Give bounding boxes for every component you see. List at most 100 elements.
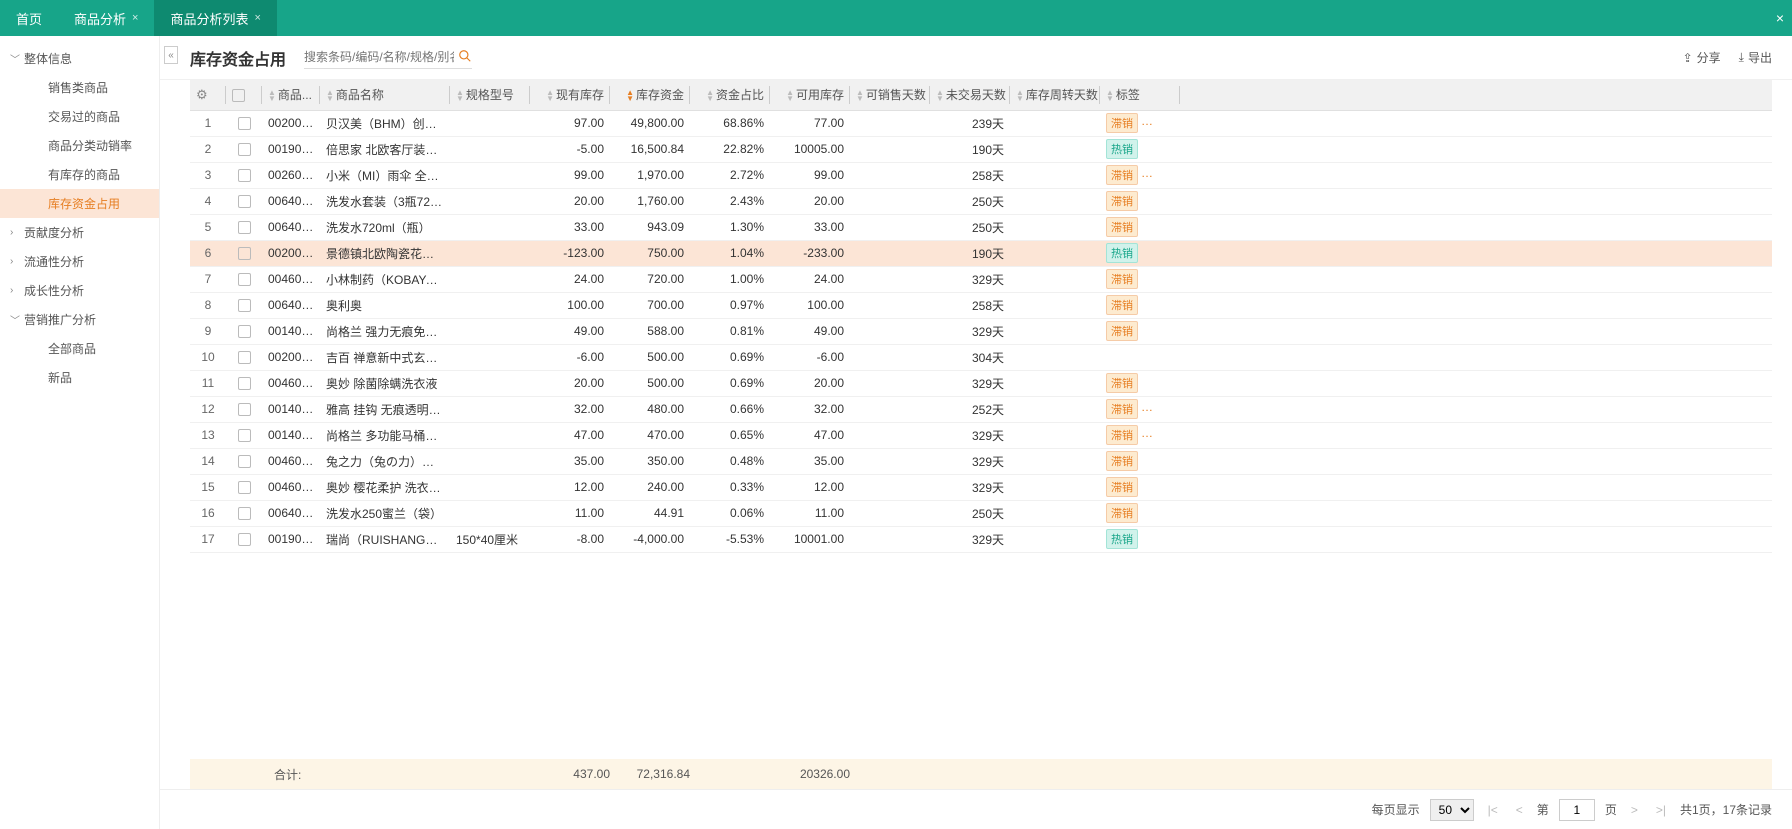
col-header[interactable]: ▲▼可用库存 bbox=[770, 80, 850, 110]
table-row[interactable]: 2001900...倍思家 北欧客厅装饰画卧室-5.0016,500.8422.… bbox=[190, 136, 1772, 162]
table-row[interactable]: 1002000...贝汉美（BHM）创意北欧...97.0049,800.006… bbox=[190, 110, 1772, 136]
table-row[interactable]: 7004600...小林制药（KOBAYASHI）日24.00720.001.0… bbox=[190, 266, 1772, 292]
sort-icon[interactable]: ▲▼ bbox=[1016, 90, 1024, 102]
row-checkbox[interactable] bbox=[238, 299, 251, 312]
prev-page-button[interactable]: < bbox=[1512, 803, 1527, 817]
cell bbox=[226, 526, 262, 552]
tree-item[interactable]: 库存资金占用 bbox=[0, 189, 159, 218]
per-page-select[interactable]: 50 bbox=[1430, 799, 1474, 821]
table-row[interactable]: 14004600...兔之力（兔の力）粘毛器粘35.00350.000.48%3… bbox=[190, 448, 1772, 474]
row-checkbox[interactable] bbox=[238, 195, 251, 208]
col-header[interactable]: ▲▼资金占比 bbox=[690, 80, 770, 110]
sort-icon[interactable]: ▲▼ bbox=[856, 90, 864, 102]
share-button[interactable]: ⇪ 分享 bbox=[1683, 49, 1721, 66]
export-button[interactable]: ⤓ 导出 bbox=[1739, 49, 1772, 66]
collapse-sidebar-button[interactable]: « bbox=[164, 46, 178, 64]
row-checkbox[interactable] bbox=[238, 221, 251, 234]
col-header[interactable]: ▲▼规格型号 bbox=[450, 80, 530, 110]
row-checkbox[interactable] bbox=[238, 403, 251, 416]
table-row[interactable]: 12001400...雅高 挂钩 无痕透明粘钩 强32.00480.000.66… bbox=[190, 396, 1772, 422]
search-icon[interactable] bbox=[458, 49, 472, 66]
table-row[interactable]: 3002600...小米（MI）雨伞 全自动折叠99.001,970.002.7… bbox=[190, 162, 1772, 188]
tab-首页[interactable]: 首页 bbox=[0, 0, 58, 36]
last-page-button[interactable]: >| bbox=[1652, 803, 1670, 817]
table-row[interactable]: 6002000...景德镇北欧陶瓷花瓶摆件 仿-123.00750.001.04… bbox=[190, 240, 1772, 266]
cell: 兔之力（兔の力）粘毛器粘 bbox=[320, 448, 450, 474]
sort-icon[interactable]: ▲▼ bbox=[936, 90, 944, 102]
cell: 68.86% bbox=[690, 110, 770, 136]
sort-icon[interactable]: ▲▼ bbox=[706, 90, 714, 102]
cell: 77.00 bbox=[770, 110, 850, 136]
page-input[interactable] bbox=[1559, 799, 1595, 821]
tags-cell: 滞销 bbox=[1100, 474, 1180, 500]
table-row[interactable]: 4006400...洗发水套装（3瓶720ml+1...20.001,760.0… bbox=[190, 188, 1772, 214]
table-row[interactable]: 13001400...尚格兰 多功能马桶刷套装 男47.00470.000.65… bbox=[190, 422, 1772, 448]
tree-item[interactable]: 交易过的商品 bbox=[0, 102, 159, 131]
sort-icon[interactable]: ▲▼ bbox=[1106, 90, 1114, 102]
tree-item[interactable]: 有库存的商品 bbox=[0, 160, 159, 189]
close-all-tabs-button[interactable]: × bbox=[1776, 10, 1784, 26]
table-row[interactable]: 5006400...洗发水720ml（瓶）33.00943.091.30%33.… bbox=[190, 214, 1772, 240]
gear-icon[interactable]: ⚙ bbox=[196, 87, 208, 102]
col-header[interactable]: ▲▼商品名称 bbox=[320, 80, 450, 110]
sort-icon[interactable]: ▲▼ bbox=[326, 90, 334, 102]
row-checkbox[interactable] bbox=[238, 273, 251, 286]
tree-item[interactable]: 销售类商品 bbox=[0, 73, 159, 102]
sort-icon[interactable]: ▲▼ bbox=[268, 90, 276, 102]
col-header[interactable]: ▲▼可销售天数 bbox=[850, 80, 930, 110]
first-page-button[interactable]: |< bbox=[1484, 803, 1502, 817]
row-checkbox[interactable] bbox=[238, 117, 251, 130]
row-checkbox[interactable] bbox=[238, 507, 251, 520]
row-checkbox[interactable] bbox=[238, 429, 251, 442]
tree-group-group3[interactable]: ›流通性分析 bbox=[0, 247, 159, 276]
row-checkbox[interactable] bbox=[238, 533, 251, 546]
search-input[interactable] bbox=[304, 50, 454, 64]
col-header[interactable]: ▲▼商品... bbox=[262, 80, 320, 110]
tab-商品分析[interactable]: 商品分析× bbox=[58, 0, 154, 36]
row-checkbox[interactable] bbox=[238, 143, 251, 156]
tree-item[interactable]: 全部商品 bbox=[0, 334, 159, 363]
table-row[interactable]: 15004600...奥妙 樱花柔护 洗衣凝珠 1012.00240.000.3… bbox=[190, 474, 1772, 500]
row-checkbox[interactable] bbox=[238, 481, 251, 494]
table-row[interactable]: 17001900...瑞尚（RUISHANG）卧室...150*40厘米-8.0… bbox=[190, 526, 1772, 552]
col-header[interactable] bbox=[226, 80, 262, 110]
col-header[interactable]: ⚙ bbox=[190, 80, 226, 110]
tree-group-group5[interactable]: ﹀营销推广分析 bbox=[0, 305, 159, 334]
sort-icon[interactable]: ▲▼ bbox=[786, 90, 794, 102]
select-all-checkbox[interactable] bbox=[232, 89, 245, 102]
export-icon: ⤓ bbox=[1739, 50, 1744, 65]
table-row[interactable]: 16006400...洗发水250蜜兰（袋）11.0044.910.06%11.… bbox=[190, 500, 1772, 526]
sort-icon[interactable]: ▲▼ bbox=[456, 90, 464, 102]
col-header[interactable]: ▲▼标签 bbox=[1100, 80, 1180, 110]
col-label: 商品名称 bbox=[336, 88, 384, 102]
row-checkbox[interactable] bbox=[238, 325, 251, 338]
row-checkbox[interactable] bbox=[238, 455, 251, 468]
close-tab-icon[interactable]: × bbox=[132, 12, 138, 24]
next-page-button[interactable]: > bbox=[1627, 803, 1642, 817]
row-checkbox[interactable] bbox=[238, 247, 251, 260]
tree-item[interactable]: 新品 bbox=[0, 363, 159, 392]
row-checkbox[interactable] bbox=[238, 377, 251, 390]
tree-group-group2[interactable]: ›贡献度分析 bbox=[0, 218, 159, 247]
tree-group-group4[interactable]: ›成长性分析 bbox=[0, 276, 159, 305]
tree-group-group1[interactable]: ﹀整体信息 bbox=[0, 44, 159, 73]
page-suffix: 页 bbox=[1605, 801, 1617, 818]
col-header[interactable]: ▲▼库存资金 bbox=[610, 80, 690, 110]
cell: 2.72% bbox=[690, 162, 770, 188]
sort-icon[interactable]: ▲▼ bbox=[546, 90, 554, 102]
chevron-icon: › bbox=[10, 285, 22, 296]
col-header[interactable]: ▲▼未交易天数 bbox=[930, 80, 1010, 110]
col-header[interactable]: ▲▼库存周转天数 bbox=[1010, 80, 1100, 110]
sort-icon[interactable]: ▲▼ bbox=[626, 90, 634, 102]
col-header[interactable]: ▲▼现有库存 bbox=[530, 80, 610, 110]
table-row[interactable]: 9001400...尚格兰 强力无痕免打孔浴室49.00588.000.81%4… bbox=[190, 318, 1772, 344]
table-row[interactable]: 11004600...奥妙 除菌除螨洗衣液20.00500.000.69%20.… bbox=[190, 370, 1772, 396]
table-row[interactable]: 10002000...吉百 禅意新中式玄关摆件客-6.00500.000.69%… bbox=[190, 344, 1772, 370]
close-tab-icon[interactable]: × bbox=[254, 12, 260, 24]
table-row[interactable]: 8006400...奥利奥100.00700.000.97%100.00258天… bbox=[190, 292, 1772, 318]
cell bbox=[1010, 214, 1100, 240]
tab-商品分析列表[interactable]: 商品分析列表× bbox=[154, 0, 276, 36]
tree-item[interactable]: 商品分类动销率 bbox=[0, 131, 159, 160]
row-checkbox[interactable] bbox=[238, 351, 251, 364]
row-checkbox[interactable] bbox=[238, 169, 251, 182]
